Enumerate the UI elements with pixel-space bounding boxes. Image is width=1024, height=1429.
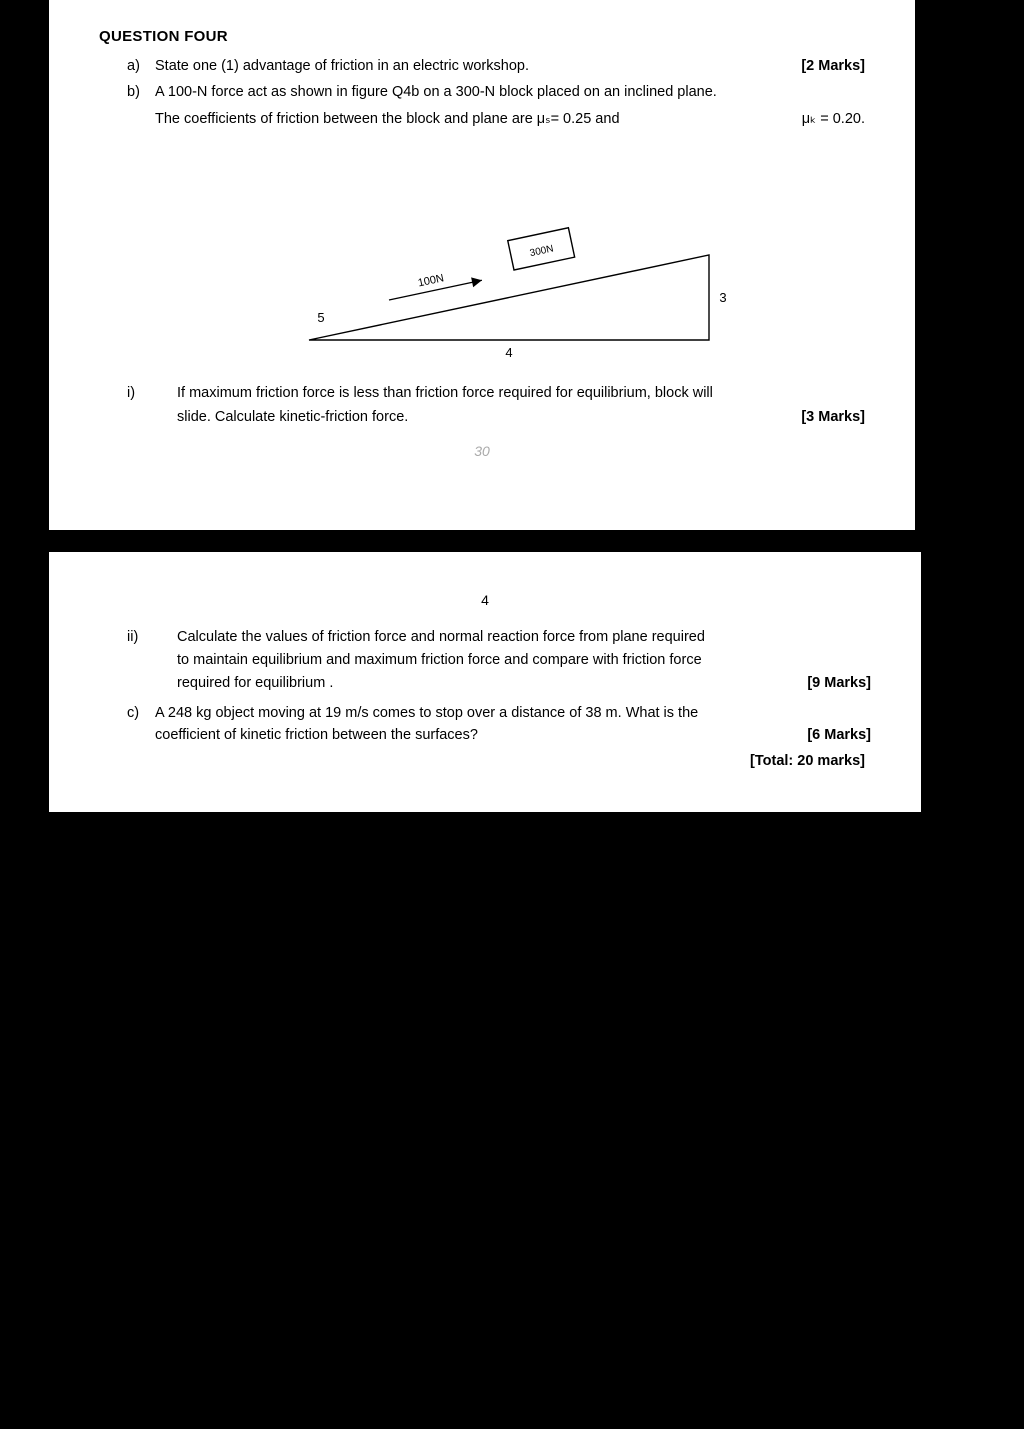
- part-b-ii-marks: [9 Marks]: [807, 672, 871, 695]
- part-b: b) A 100-N force act as shown in figure …: [99, 81, 865, 103]
- figure-q4b: 4 3 5 300N 100N: [99, 150, 865, 360]
- question-title: QUESTION FOUR: [99, 28, 865, 45]
- part-b-label: b): [127, 81, 155, 103]
- svg-text:3: 3: [719, 290, 726, 305]
- part-b-line1: A 100-N force act as shown in figure Q4b…: [155, 84, 717, 100]
- svg-text:4: 4: [505, 345, 512, 360]
- part-c: c) A 248 kg object moving at 19 m/s come…: [99, 702, 871, 747]
- part-a-text: State one (1) advantage of friction in a…: [155, 55, 529, 77]
- part-b-i-label: i): [127, 382, 177, 405]
- part-b-i-marks: [3 Marks]: [801, 406, 865, 429]
- part-a: a) State one (1) advantage of friction i…: [99, 55, 865, 77]
- page-number: 4: [99, 592, 871, 608]
- part-b-line2-right: μₖ = 0.20.: [802, 108, 865, 130]
- part-b-line2: The coefficients of friction between the…: [99, 108, 865, 130]
- part-b-line2-left: The coefficients of friction between the…: [155, 108, 620, 130]
- svg-text:100N: 100N: [417, 273, 445, 290]
- part-a-marks: [2 Marks]: [801, 55, 865, 77]
- total-marks: [Total: 20 marks]: [99, 753, 871, 769]
- page-bottom: 4 ii) Calculate the values of friction f…: [45, 552, 925, 812]
- part-c-marks: [6 Marks]: [807, 724, 871, 746]
- part-c-label: c): [127, 702, 155, 724]
- part-a-label: a): [127, 55, 155, 77]
- part-b-ii-label: ii): [127, 626, 177, 649]
- black-background: [0, 812, 1024, 1429]
- page-top: QUESTION FOUR a) State one (1) advantage…: [45, 0, 925, 530]
- part-b-i-text: If maximum friction force is less than f…: [177, 385, 713, 401]
- scribble: 30: [99, 443, 865, 459]
- svg-text:5: 5: [317, 310, 324, 325]
- part-b-ii: ii) Calculate the values of friction for…: [99, 626, 871, 696]
- part-b-i: i) If maximum friction force is less tha…: [99, 382, 865, 428]
